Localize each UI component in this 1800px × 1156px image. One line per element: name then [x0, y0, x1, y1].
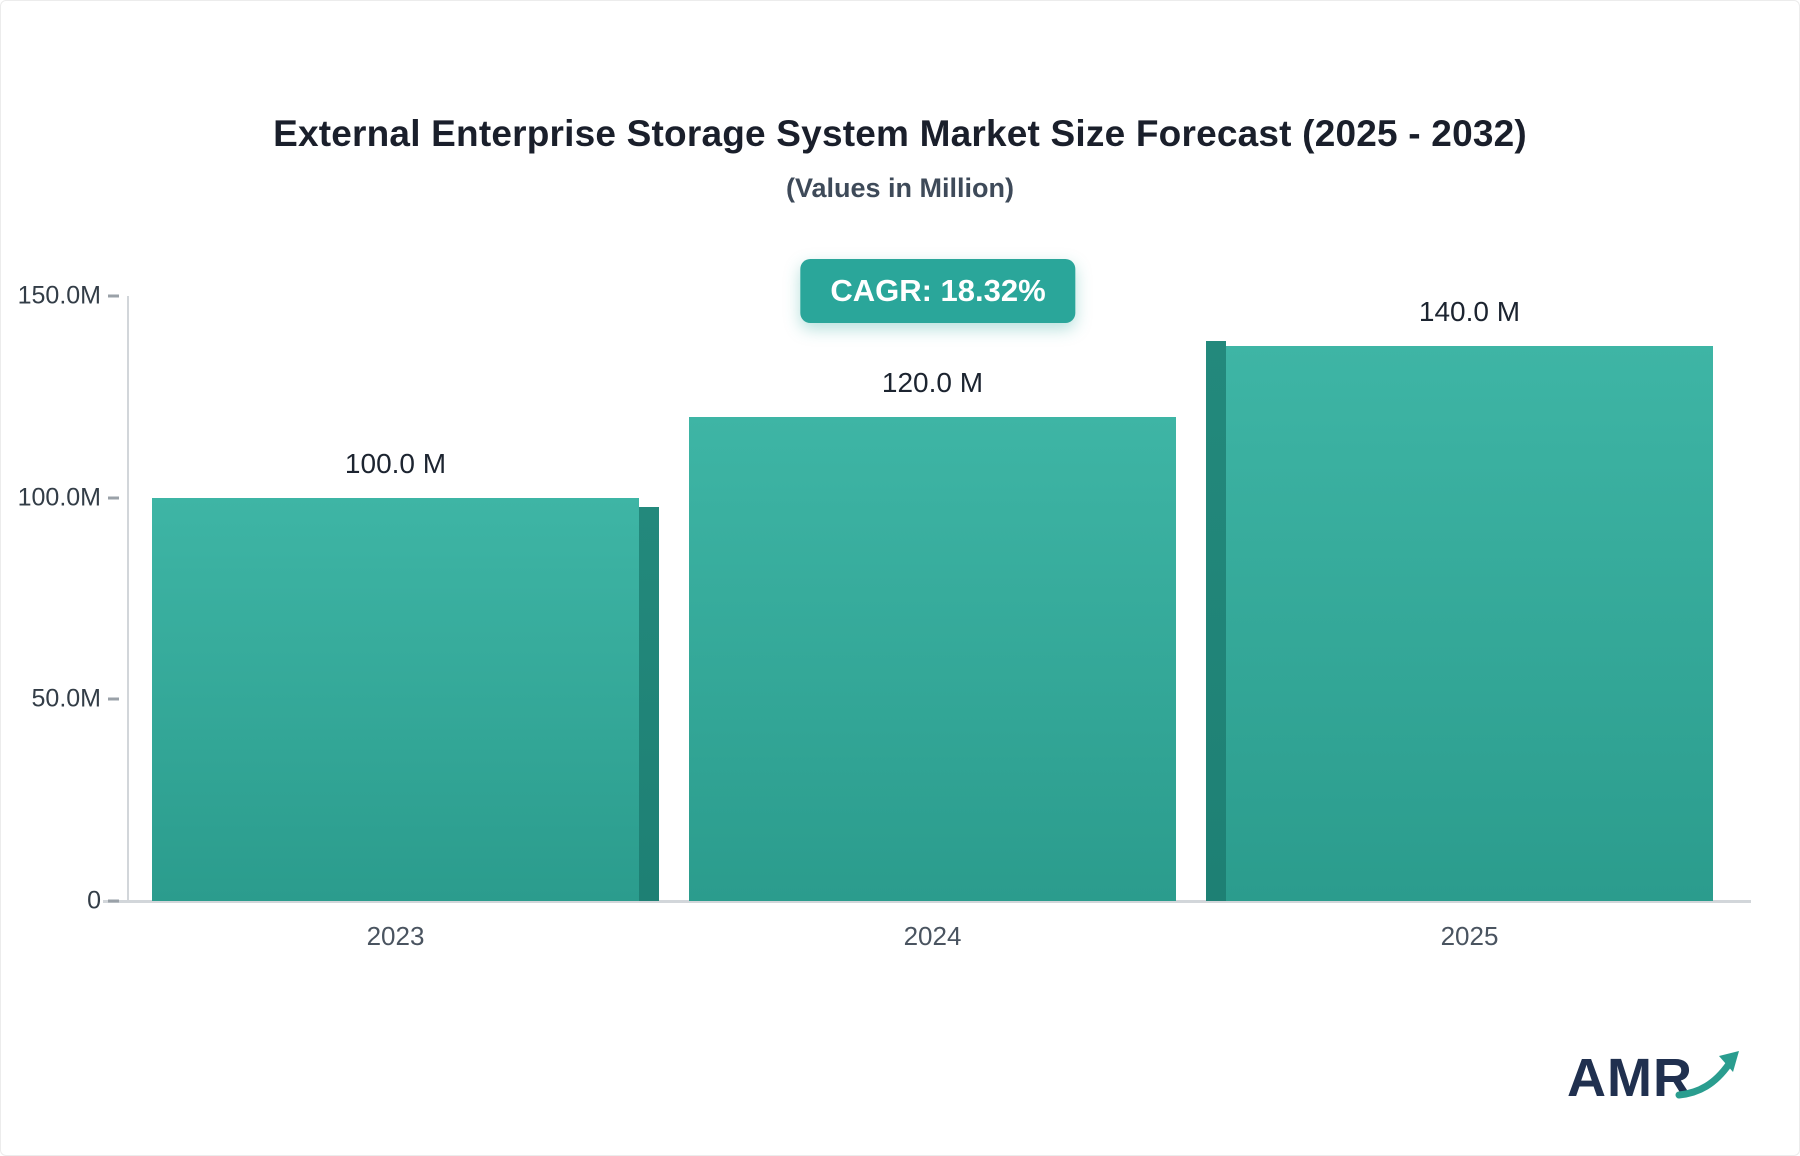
- x-axis-label-2025: 2025: [1440, 921, 1499, 951]
- bar-group-2024: 120.0 M 2024: [688, 296, 1177, 951]
- y-axis-tick-150: 150.0M: [18, 282, 119, 311]
- amr-logo: AMR: [1567, 1047, 1743, 1109]
- y-axis-tick-label: 150.0M: [17, 281, 101, 310]
- bar-3d-side-2023: [639, 506, 660, 901]
- bar-value-label-2024: 120.0 M: [881, 367, 984, 398]
- bar-2024[interactable]: [688, 417, 1177, 901]
- x-axis-label-2023: 2023: [366, 921, 425, 951]
- amr-logo-text: AMR: [1567, 1048, 1693, 1108]
- y-axis-tick-mark: [108, 496, 119, 500]
- x-axis-line: [103, 900, 1751, 903]
- x-axis-label-2024: 2024: [903, 921, 962, 951]
- y-axis-line: [127, 296, 129, 901]
- y-axis-tick-mark: [108, 294, 119, 298]
- chart-title: External Enterprise Storage System Marke…: [273, 113, 1527, 154]
- y-axis-tick-label: 0: [87, 886, 101, 915]
- bar-3d-side-2025: [1205, 341, 1226, 901]
- y-axis-tick-0: 0: [87, 887, 119, 916]
- bar-value-label-2023: 100.0 M: [344, 447, 447, 479]
- bar-2023[interactable]: [152, 497, 660, 901]
- y-axis-tick-mark: [108, 899, 119, 903]
- growth-arrow-icon: [1675, 1051, 1739, 1099]
- y-axis-tick-label: 100.0M: [17, 483, 101, 512]
- bar-group-2025: 140.0 M 2025: [1205, 296, 1713, 951]
- cagr-badge: CAGR: 18.32%: [800, 259, 1076, 323]
- chart-subtitle: (Values in Million): [785, 173, 1015, 203]
- bars-row: 100.0 M 2023 120.0 M 2024 140.0 M 2025: [152, 296, 1713, 951]
- bar-value-label-2025: 140.0 M: [1418, 296, 1521, 327]
- bar-2025[interactable]: [1205, 341, 1713, 901]
- y-axis-tick-label: 50.0M: [31, 684, 101, 713]
- y-axis-tick-50: 50.0M: [32, 685, 119, 714]
- plot-area: 150.0M 100.0M 50.0M 0 100.0 M 2023 12: [18, 282, 1751, 951]
- y-axis-tick-100: 100.0M: [18, 483, 119, 512]
- y-axis-tick-mark: [108, 697, 119, 701]
- bar-group-2023: 100.0 M 2023: [152, 296, 660, 951]
